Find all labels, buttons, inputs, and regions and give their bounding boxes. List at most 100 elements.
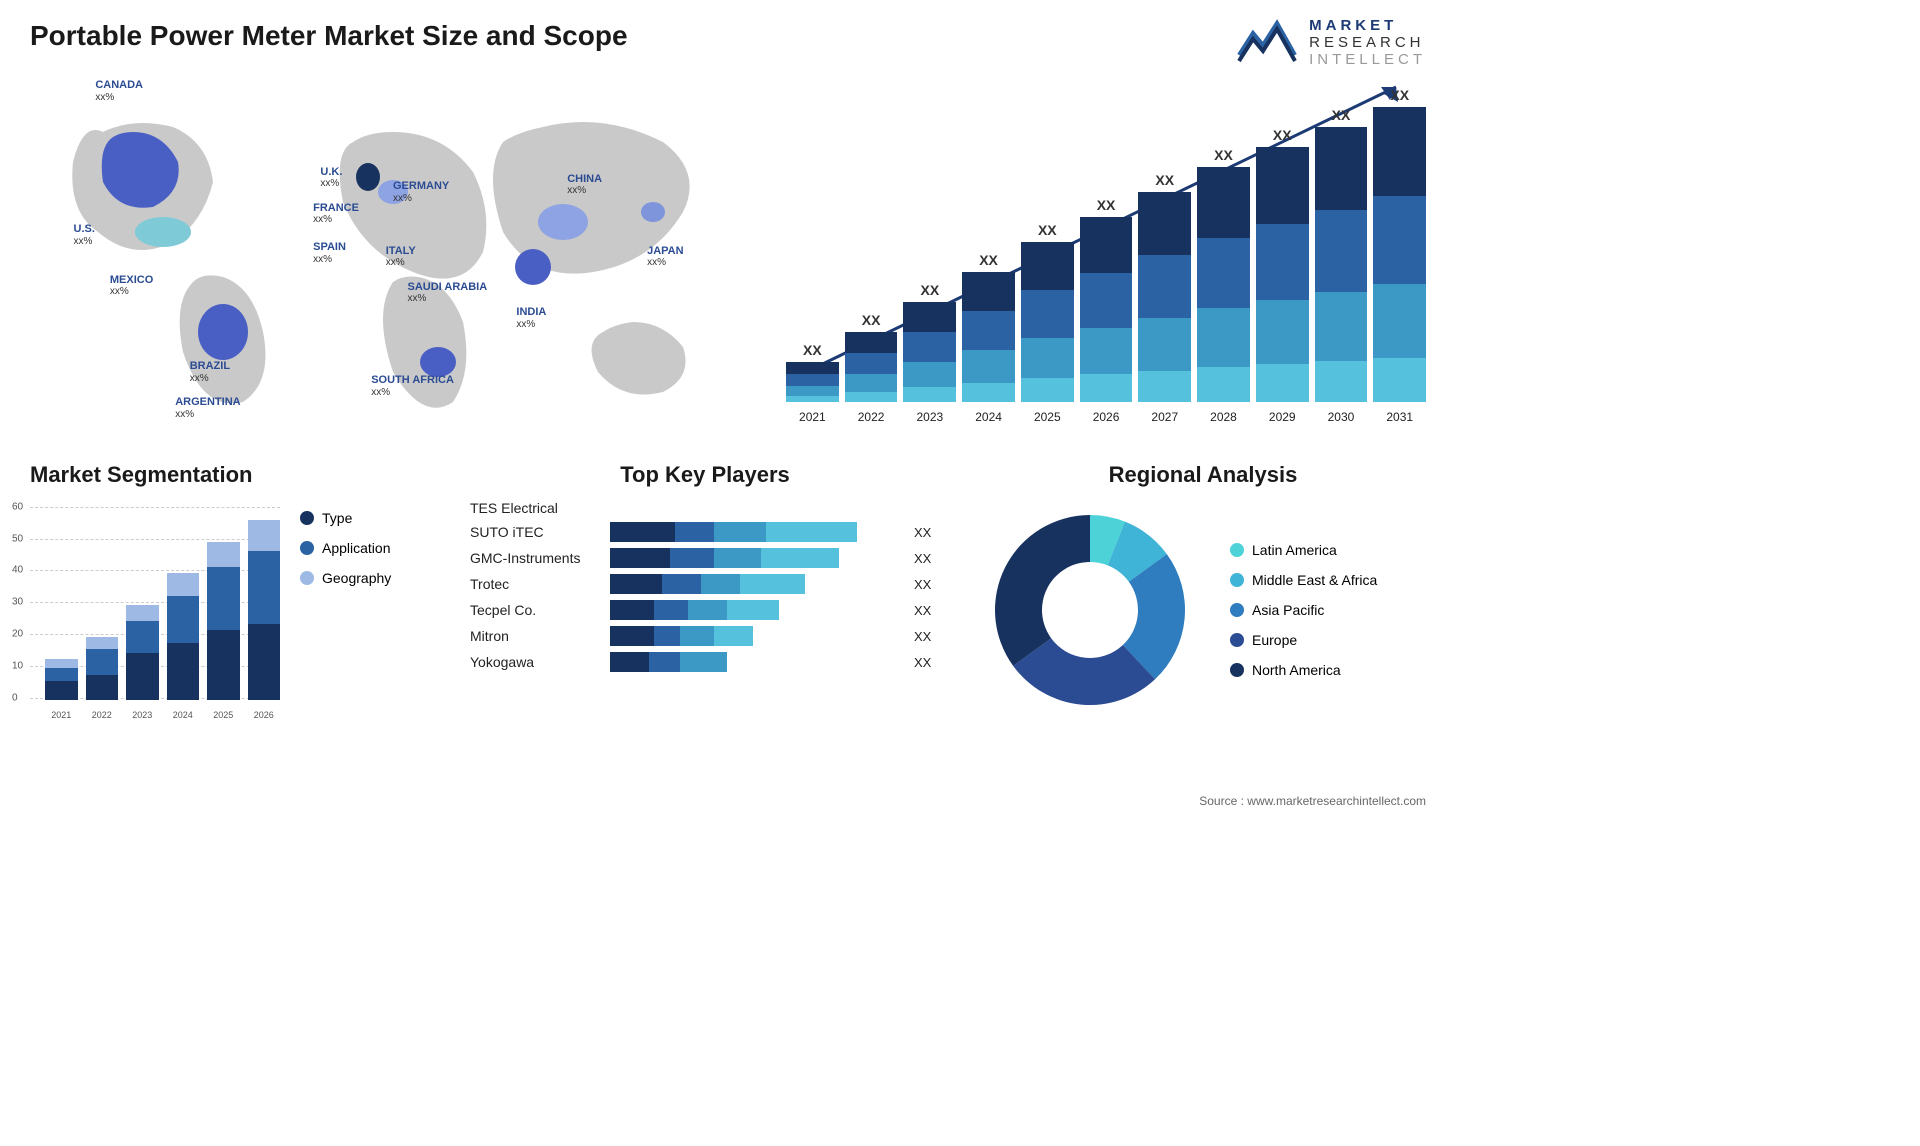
map-label-canada: CANADAxx% bbox=[95, 79, 143, 103]
segmentation-chart: 0102030405060 202120222023202420252026 bbox=[30, 500, 280, 720]
map-label-italy: ITALYxx% bbox=[386, 245, 416, 269]
seg-y-tick: 0 bbox=[12, 693, 18, 704]
growth-bar-value: XX bbox=[1038, 222, 1057, 238]
map-label-france: FRANCExx% bbox=[313, 202, 359, 226]
growth-bar-value: XX bbox=[1155, 172, 1174, 188]
player-name: Trotec bbox=[470, 576, 600, 592]
regional-legend: Latin America Middle East & Africa Asia Pa… bbox=[1230, 542, 1377, 678]
seg-x-label: 2023 bbox=[126, 710, 159, 720]
donut-slice-north-america bbox=[995, 515, 1090, 666]
seg-y-tick: 60 bbox=[12, 501, 23, 512]
growth-bar-2023: XX bbox=[903, 282, 956, 402]
growth-bar-2028: XX bbox=[1197, 147, 1250, 402]
growth-x-label: 2028 bbox=[1197, 410, 1250, 424]
regional-legend-item: Asia Pacific bbox=[1230, 602, 1377, 618]
growth-bar-2021: XX bbox=[786, 342, 839, 402]
player-row: TES Electrical bbox=[470, 500, 940, 516]
map-label-mexico: MEXICOxx% bbox=[110, 274, 153, 298]
growth-bar-value: XX bbox=[1273, 127, 1292, 143]
regional-legend-item: Middle East & Africa bbox=[1230, 572, 1377, 588]
growth-x-label: 2022 bbox=[845, 410, 898, 424]
growth-bar-value: XX bbox=[862, 312, 881, 328]
segmentation-legend: Type Application Geography bbox=[300, 510, 391, 720]
growth-bar-value: XX bbox=[1390, 87, 1409, 103]
seg-x-label: 2022 bbox=[86, 710, 119, 720]
regional-donut-chart bbox=[980, 500, 1200, 720]
map-label-saudiarabia: SAUDI ARABIAxx% bbox=[408, 281, 488, 305]
regional-legend-item: Latin America bbox=[1230, 542, 1377, 558]
seg-y-tick: 20 bbox=[12, 629, 23, 640]
segmentation-panel: Market Segmentation 0102030405060 202120… bbox=[30, 462, 430, 720]
map-label-india: INDIAxx% bbox=[516, 306, 546, 330]
growth-x-label: 2023 bbox=[903, 410, 956, 424]
regional-title: Regional Analysis bbox=[980, 462, 1426, 488]
player-row: Tecpel Co. XX bbox=[470, 600, 940, 620]
growth-bar-value: XX bbox=[920, 282, 939, 298]
world-map: CANADAxx% U.S.xx% MEXICOxx% BRAZILxx% ARGENT… bbox=[30, 72, 756, 432]
player-value: XX bbox=[914, 603, 940, 618]
player-name: SUTO iTEC bbox=[470, 524, 600, 540]
growth-bar-value: XX bbox=[803, 342, 822, 358]
player-value: XX bbox=[914, 655, 940, 670]
growth-bar-value: XX bbox=[1097, 197, 1116, 213]
regional-legend-item: North America bbox=[1230, 662, 1377, 678]
growth-bar-2031: XX bbox=[1373, 87, 1426, 402]
player-bar bbox=[610, 600, 896, 620]
growth-bar-2030: XX bbox=[1315, 107, 1368, 402]
seg-bar-2022 bbox=[86, 637, 119, 700]
growth-x-label: 2030 bbox=[1315, 410, 1368, 424]
seg-legend-item: Geography bbox=[300, 570, 391, 586]
player-name: Tecpel Co. bbox=[470, 602, 600, 618]
growth-x-label: 2029 bbox=[1256, 410, 1309, 424]
growth-x-label: 2024 bbox=[962, 410, 1015, 424]
growth-bar-2025: XX bbox=[1021, 222, 1074, 402]
growth-bar-value: XX bbox=[1332, 107, 1351, 123]
growth-bar-2026: XX bbox=[1080, 197, 1133, 402]
seg-bar-2026 bbox=[248, 520, 281, 700]
growth-bar-2024: XX bbox=[962, 252, 1015, 402]
seg-x-label: 2026 bbox=[248, 710, 281, 720]
map-label-japan: JAPANxx% bbox=[647, 245, 683, 269]
seg-x-label: 2021 bbox=[45, 710, 78, 720]
seg-legend-item: Type bbox=[300, 510, 391, 526]
player-row: MitronXX bbox=[470, 626, 940, 646]
seg-bar-2024 bbox=[167, 573, 200, 700]
map-label-us: U.S.xx% bbox=[74, 223, 95, 247]
growth-x-label: 2021 bbox=[786, 410, 839, 424]
seg-y-tick: 50 bbox=[12, 533, 23, 544]
logo-line2: RESEARCH bbox=[1309, 34, 1426, 51]
logo-line1: MARKET bbox=[1309, 17, 1426, 34]
growth-x-label: 2031 bbox=[1373, 410, 1426, 424]
seg-y-tick: 40 bbox=[12, 565, 23, 576]
logo-icon bbox=[1237, 15, 1297, 70]
seg-legend-item: Application bbox=[300, 540, 391, 556]
segmentation-title: Market Segmentation bbox=[30, 462, 430, 488]
logo-line3: INTELLECT bbox=[1309, 51, 1426, 68]
source-attribution: Source : www.marketresearchintellect.com bbox=[1199, 794, 1426, 808]
map-label-brazil: BRAZILxx% bbox=[190, 360, 230, 384]
growth-x-label: 2027 bbox=[1138, 410, 1191, 424]
seg-x-label: 2025 bbox=[207, 710, 240, 720]
regional-panel: Regional Analysis Latin America Middle Ea… bbox=[980, 462, 1426, 720]
growth-bar-2029: XX bbox=[1256, 127, 1309, 402]
player-row: GMC-InstrumentsXX bbox=[470, 548, 940, 568]
player-value: XX bbox=[914, 629, 940, 644]
player-name: GMC-Instruments bbox=[470, 550, 600, 566]
player-bar bbox=[610, 522, 896, 542]
growth-bar-value: XX bbox=[979, 252, 998, 268]
growth-bar-2027: XX bbox=[1138, 172, 1191, 402]
map-label-germany: GERMANYxx% bbox=[393, 180, 449, 204]
player-bar bbox=[610, 626, 896, 646]
seg-x-label: 2024 bbox=[167, 710, 200, 720]
map-label-china: CHINAxx% bbox=[567, 173, 602, 197]
player-row: TrotecXX bbox=[470, 574, 940, 594]
map-label-argentina: ARGENTINAxx% bbox=[175, 396, 240, 420]
growth-x-label: 2026 bbox=[1080, 410, 1133, 424]
map-label-spain: SPAINxx% bbox=[313, 241, 346, 265]
player-bar bbox=[610, 574, 896, 594]
map-label-southafrica: SOUTH AFRICAxx% bbox=[371, 374, 454, 398]
player-row: YokogawaXX bbox=[470, 652, 940, 672]
key-players-panel: Top Key Players TES ElectricalSUTO iTECX… bbox=[470, 462, 940, 720]
player-row: SUTO iTECXX bbox=[470, 522, 940, 542]
map-label-uk: U.K.xx% bbox=[320, 166, 342, 190]
